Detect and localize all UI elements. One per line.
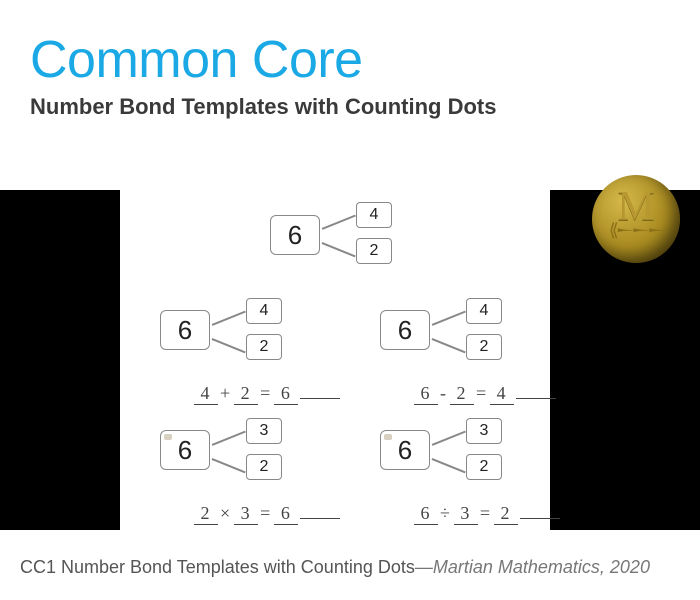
eq-b: 3	[234, 503, 258, 525]
link-upper	[212, 431, 246, 446]
equation: 6-2=4	[360, 362, 556, 426]
eq-b: 2	[234, 383, 258, 405]
page-title: Common Core	[0, 0, 700, 90]
eq-op: ×	[220, 503, 232, 523]
eq-a: 2	[194, 503, 218, 525]
eq-op: ÷	[440, 503, 452, 523]
caption: CC1 Number Bond Templates with Counting …	[20, 557, 650, 578]
eq-op: +	[220, 383, 232, 403]
brand-logo: M ⟪𒀸𒀸𒀸	[592, 175, 680, 263]
eq-c: 2	[494, 503, 518, 525]
part-a-box: 3	[246, 418, 282, 444]
link-upper	[432, 431, 466, 446]
eq-a: 4	[194, 383, 218, 405]
counting-dot	[164, 434, 172, 440]
link-lower	[432, 338, 466, 353]
diagram-area: 6 4 2 6 4 2 4+2=6 6 4 2 6-2=4	[120, 190, 550, 530]
logo-glyphs: ⟪𒀸𒀸𒀸	[592, 208, 680, 249]
equation: 2×3=6	[140, 482, 340, 546]
link-upper	[212, 311, 246, 326]
link-upper	[322, 215, 356, 230]
caption-main: CC1 Number Bond Templates with Counting …	[20, 557, 415, 577]
eq-a: 6	[414, 383, 438, 405]
part-a-box: 4	[246, 298, 282, 324]
bond-div: 6 3 2 6÷3=2	[360, 420, 560, 520]
whole-box: 6	[270, 215, 320, 255]
eq-eq: =	[260, 383, 272, 403]
link-lower	[322, 242, 356, 257]
part-a-box: 4	[356, 202, 392, 228]
link-lower	[212, 458, 246, 473]
eq-op: -	[440, 383, 448, 403]
eq-c: 6	[274, 503, 298, 525]
whole-box: 6	[380, 310, 430, 350]
eq-a: 6	[414, 503, 438, 525]
link-lower	[432, 458, 466, 473]
eq-b: 3	[454, 503, 478, 525]
eq-b: 2	[450, 383, 474, 405]
equation: 6÷3=2	[360, 482, 560, 546]
page-subtitle: Number Bond Templates with Counting Dots	[0, 90, 700, 120]
whole-box: 6	[160, 310, 210, 350]
part-b-box: 2	[356, 238, 392, 264]
part-b-box: 2	[246, 334, 282, 360]
link-upper	[432, 311, 466, 326]
part-b-box: 2	[246, 454, 282, 480]
part-a-box: 3	[466, 418, 502, 444]
part-a-box: 4	[466, 298, 502, 324]
letterbox-left	[0, 190, 120, 530]
counting-dot	[384, 434, 392, 440]
eq-c: 6	[274, 383, 298, 405]
part-b-box: 2	[466, 454, 502, 480]
bond-top: 6 4 2	[260, 200, 440, 270]
bond-mul: 6 3 2 2×3=6	[140, 420, 340, 520]
caption-attrib: Martian Mathematics, 2020	[433, 557, 650, 577]
eq-eq: =	[480, 503, 492, 523]
equation: 4+2=6	[140, 362, 340, 426]
bond-sub: 6 4 2 6-2=4	[360, 300, 560, 400]
bond-add: 6 4 2 4+2=6	[140, 300, 340, 400]
link-lower	[212, 338, 246, 353]
eq-eq: =	[476, 383, 488, 403]
eq-c: 4	[490, 383, 514, 405]
eq-eq: =	[260, 503, 272, 523]
caption-sep: —	[415, 557, 433, 577]
part-b-box: 2	[466, 334, 502, 360]
